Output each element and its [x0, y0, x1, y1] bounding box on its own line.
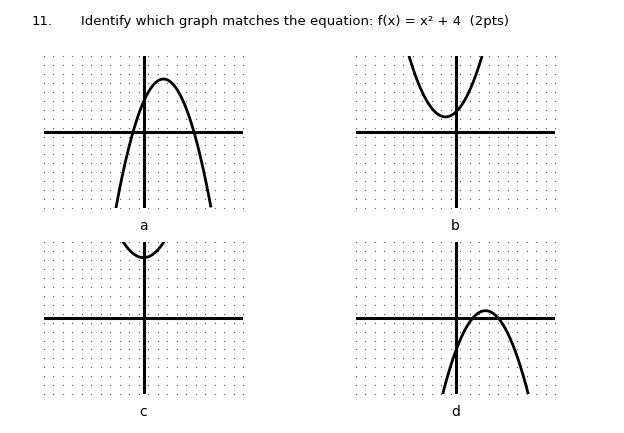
Text: b: b	[451, 219, 460, 233]
Text: 11.: 11.	[31, 15, 52, 28]
Text: c: c	[140, 405, 147, 419]
Text: Identify which graph matches the equation: f(x) = x² + 4  (2pts): Identify which graph matches the equatio…	[81, 15, 509, 28]
Text: a: a	[139, 219, 148, 233]
Text: d: d	[451, 405, 460, 419]
